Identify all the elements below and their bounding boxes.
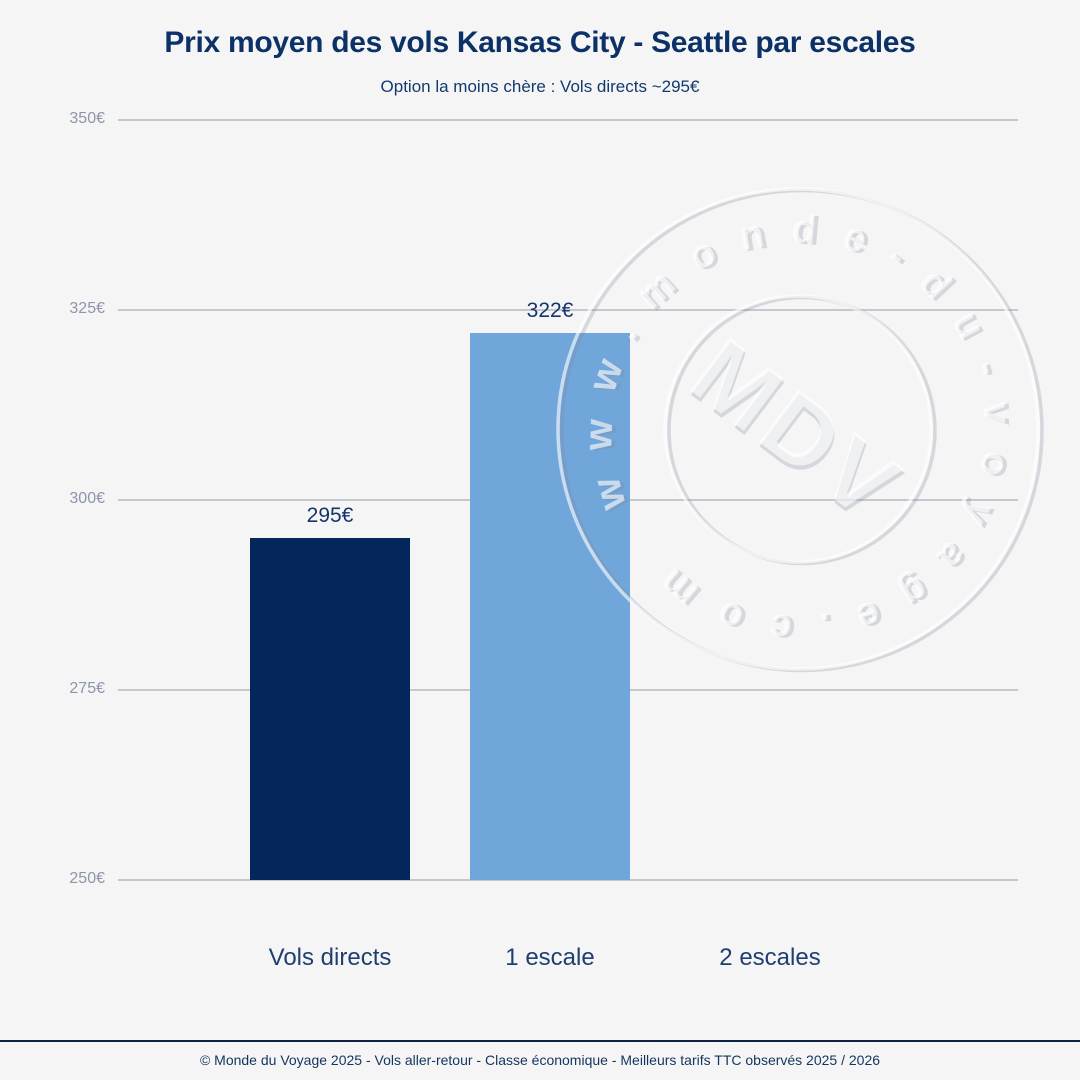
watermark-center-text-shadow: MDV — [673, 322, 922, 547]
y-tick-label-275: 275€ — [69, 680, 105, 697]
bar-value-label-2: 322€ — [526, 298, 574, 322]
y-tick-label-325: 325€ — [69, 300, 105, 317]
plot-area: 350€ 325€ 300€ 275€ 250€ 295€ Vols directs 322… — [69, 110, 1058, 971]
bar-value-label-1: 295€ — [306, 504, 354, 527]
y-tick-label-350: 350€ — [69, 110, 105, 127]
chart-subtitle: Option la moins chère : Vols directs ~29… — [380, 77, 700, 96]
category-label-vols-directs: Vols directs — [268, 944, 392, 971]
gridline-350 — [118, 119, 1018, 121]
bar-vols-directs — [250, 538, 410, 880]
category-label-1-escale: 1 escale — [505, 944, 595, 971]
chart-title: Prix moyen des vols Kansas City - Seattl… — [164, 26, 916, 59]
gridline-250 — [118, 879, 1018, 881]
y-tick-label-250: 250€ — [69, 870, 105, 887]
bar-1-escale — [470, 332, 630, 880]
watermark-center-text: MDV — [673, 318, 922, 543]
y-tick-label-300: 300€ — [69, 490, 105, 507]
category-label-2-escales: 2 escales — [719, 944, 821, 971]
footer-divider — [0, 1040, 1080, 1042]
footer-text: © Monde du Voyage 2025 - Vols aller-reto… — [199, 1052, 881, 1068]
watermark-center: MDV MDV — [673, 318, 923, 547]
